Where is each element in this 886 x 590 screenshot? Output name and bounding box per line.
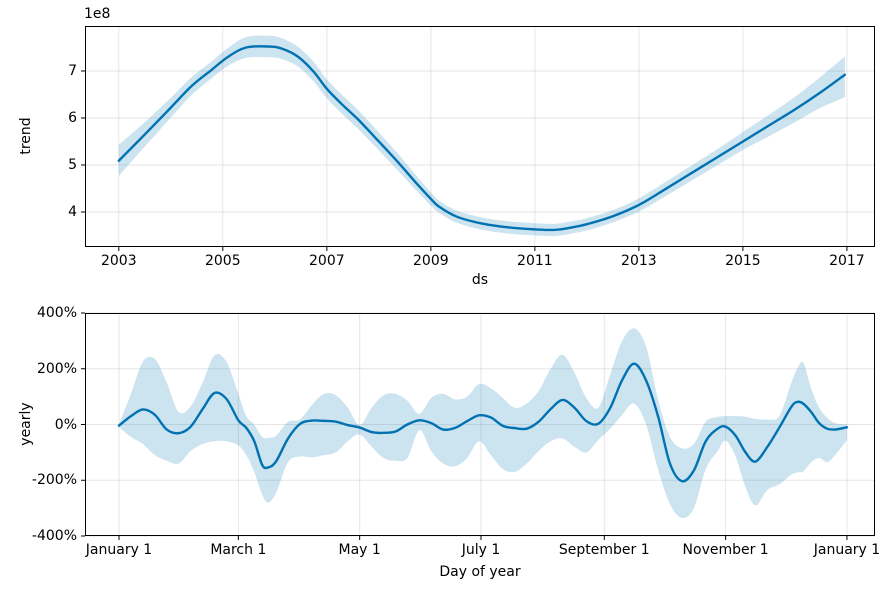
- y-tick-label: 200%: [36, 360, 77, 377]
- x-tick-label: January 1: [85, 542, 153, 558]
- yearly-uncertainty-band: [119, 328, 847, 518]
- axes-frame: [81, 312, 875, 540]
- y-tick-label: 6: [68, 109, 77, 126]
- x-tick-label: 2003: [100, 253, 137, 269]
- x-tick-label: 2009: [413, 253, 449, 269]
- y-tick-label: 5: [68, 156, 77, 173]
- x-tick-label: 2005: [204, 253, 241, 269]
- x-tick-label: 2007: [309, 253, 345, 269]
- y-tick-label: 7: [68, 62, 77, 79]
- yearly-line: [117, 362, 849, 483]
- y-tick-label: -200%: [31, 472, 77, 489]
- y-tick-label: 0%: [54, 416, 77, 433]
- x-tick-label: September 1: [558, 542, 650, 558]
- x-tick-label: November 1: [682, 542, 769, 558]
- y-tick-label: 4: [68, 203, 77, 220]
- trend-x-axis-label: ds: [471, 272, 489, 288]
- x-tick-label: 2015: [725, 253, 761, 269]
- x-tick-label: 2011: [517, 253, 553, 269]
- trend-line: [117, 45, 847, 232]
- x-tick-label: July 1: [461, 542, 501, 558]
- x-tick-label: March 1: [210, 542, 267, 558]
- yearly-x-axis-label: Day of year: [439, 564, 521, 580]
- trend-uncertainty-band: [118, 35, 845, 237]
- gridlines: [85, 26, 875, 247]
- x-tick-label: 2013: [621, 253, 657, 269]
- y-tick-label: 400%: [36, 305, 77, 321]
- x-tick-label: 2017: [829, 253, 865, 269]
- x-tick-label: May 1: [338, 542, 381, 558]
- y-tick-label: -400%: [31, 528, 77, 544]
- x-tick-label: January 1: [813, 542, 881, 558]
- y-axis-offset-label: 1e8: [84, 6, 111, 22]
- axes-frame: [81, 26, 875, 251]
